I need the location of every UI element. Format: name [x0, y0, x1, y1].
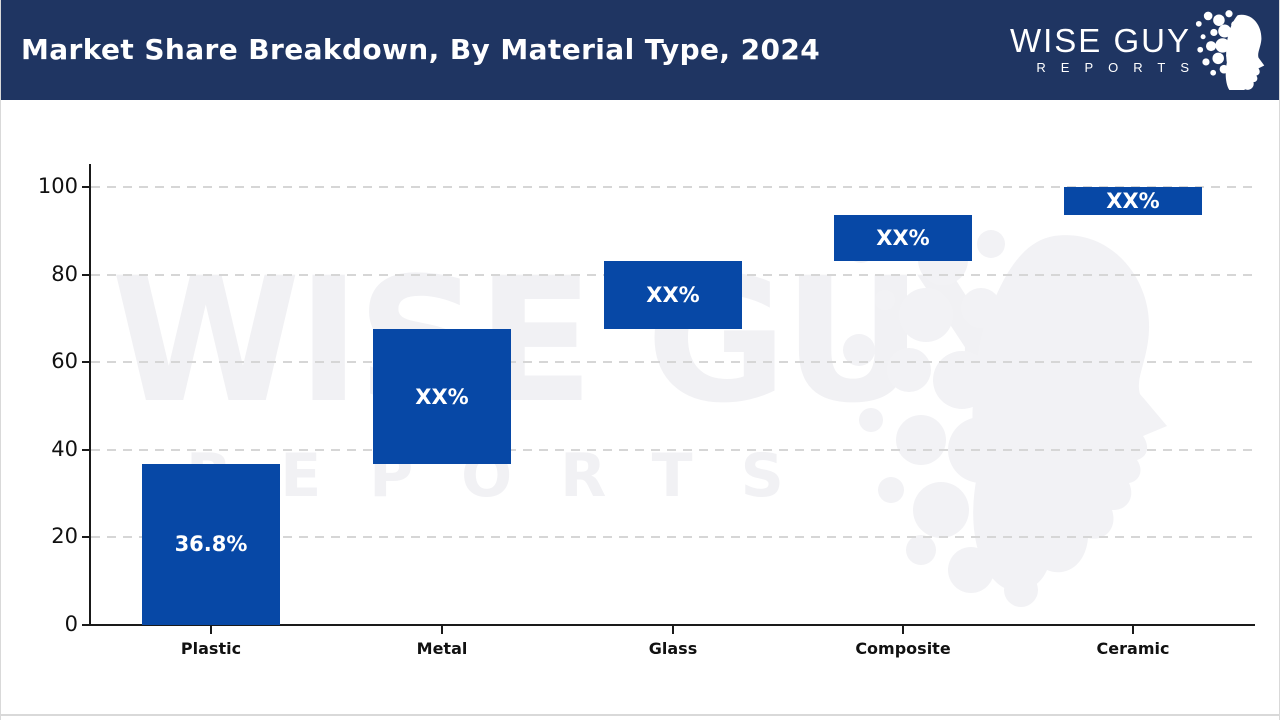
gridline-40	[91, 448, 1254, 451]
bar-value-label: XX%	[415, 384, 469, 409]
watermark-brand-text: WISE GUY	[111, 240, 1043, 441]
x-axis-line	[89, 624, 1255, 626]
category-label-glass: Glass	[648, 639, 698, 658]
category-label-plastic: Plastic	[180, 639, 242, 658]
y-tick-mark-20	[82, 536, 90, 539]
y-tick-mark-80	[82, 273, 90, 276]
y-tick-label-40: 40	[51, 436, 78, 461]
watermark-dotted-head-icon	[843, 218, 1167, 607]
y-tick-label-0: 0	[64, 612, 78, 636]
y-tick-label-60: 60	[51, 349, 78, 374]
bar-metal: XX%	[373, 329, 511, 464]
bar-plastic: 36.8%	[142, 463, 280, 625]
brand-name: WISE GUY	[1009, 22, 1191, 59]
category-label-metal: Metal	[416, 639, 468, 658]
bar-value-label: XX%	[1106, 189, 1160, 214]
y-axis-line	[89, 164, 91, 626]
y-tick-mark-0	[82, 624, 90, 626]
y-tick-mark-60	[82, 361, 90, 364]
x-tick-mark-glass	[672, 626, 674, 634]
x-tick-mark-plastic	[210, 626, 212, 634]
y-tick-label-80: 80	[51, 261, 78, 286]
bar-composite: XX%	[834, 215, 972, 262]
y-tick-label-20: 20	[51, 524, 78, 549]
category-label-ceramic: Ceramic	[1096, 639, 1170, 658]
bar-glass: XX%	[604, 261, 742, 330]
y-tick-mark-100	[82, 186, 90, 188]
bar-value-label: XX%	[646, 283, 700, 308]
bottom-border-line	[1, 714, 1279, 716]
bar-value-label: XX%	[876, 226, 930, 251]
page-title: Market Share Breakdown, By Material Type…	[21, 33, 821, 66]
bar-ceramic: XX%	[1064, 187, 1202, 216]
category-label-composite: Composite	[855, 639, 951, 658]
brand-logo-text: WISE GUY REPORTS	[1009, 22, 1191, 76]
dotted-head-logo-icon	[1195, 10, 1265, 90]
gridline-100	[91, 186, 1254, 188]
brand-subtitle: REPORTS	[1036, 60, 1204, 75]
x-tick-mark-composite	[902, 626, 904, 634]
brand-logo: WISE GUY REPORTS	[1010, 8, 1265, 90]
bar-value-label: 36.8%	[174, 532, 248, 557]
gridline-60	[91, 361, 1254, 364]
y-tick-mark-40	[82, 448, 90, 451]
gridline-20	[91, 536, 1254, 539]
header: Market Share Breakdown, By Material Type…	[1, 0, 1279, 100]
x-tick-mark-metal	[441, 626, 443, 634]
y-tick-label-100: 100	[37, 174, 78, 198]
x-tick-mark-ceramic	[1132, 626, 1134, 634]
